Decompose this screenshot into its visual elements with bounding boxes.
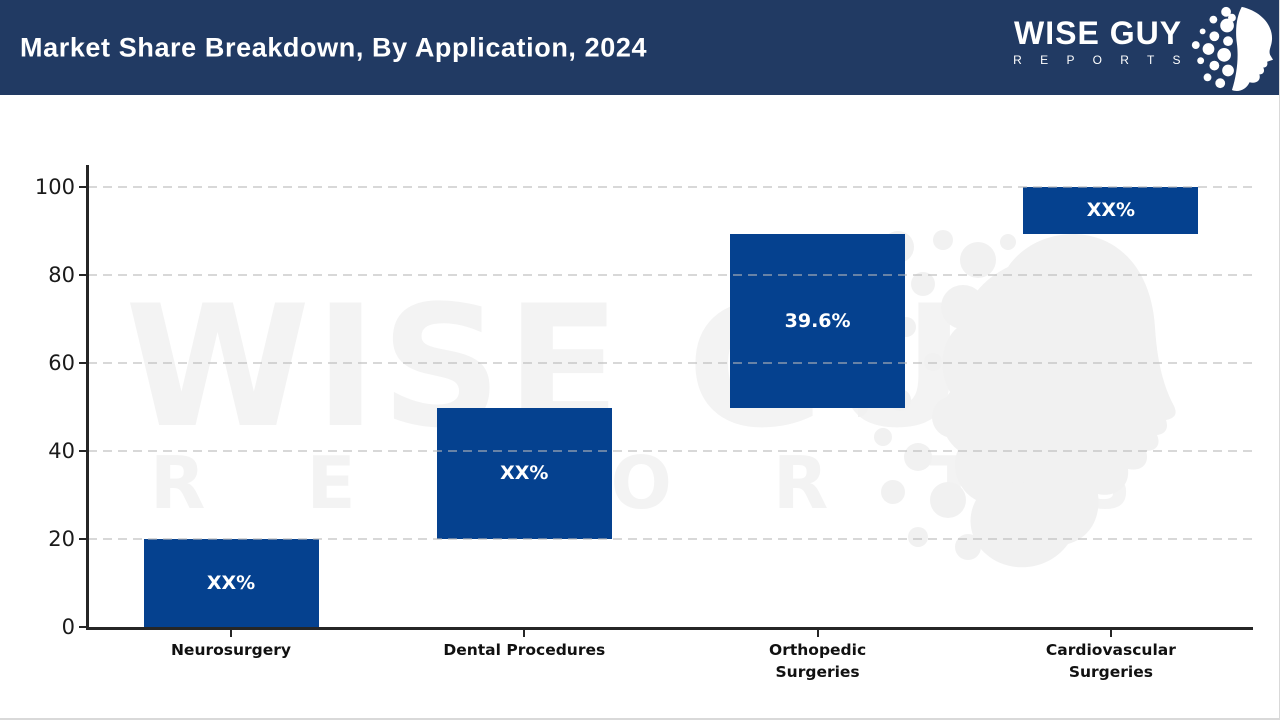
y-axis-tick-40 [79, 450, 86, 452]
x-axis-tick [1109, 629, 1112, 637]
bar-value-label: 39.6% [784, 309, 851, 332]
y-axis-tick-60 [79, 362, 86, 364]
bar-value-label: XX% [500, 462, 549, 485]
y-axis-tick-80 [79, 274, 86, 276]
bar-value-label: XX% [206, 572, 256, 594]
logo-face-icon [1191, 6, 1274, 92]
gridline-80 [88, 274, 1253, 276]
wise-guy-reports-logo: WISE GUY R E P O R T S [1008, 0, 1279, 95]
y-axis-tick-label: 100 [34, 175, 75, 199]
bar-orthopedic-surgeries [730, 233, 906, 408]
x-axis-tick [230, 629, 232, 637]
gridline-60 [88, 362, 1253, 364]
bar-cardiovascular-surgeries [1023, 187, 1199, 234]
header-bar: Market Share Breakdown, By Application, … [0, 0, 1279, 95]
y-axis-tick-label: 0 [61, 615, 75, 639]
x-axis-tick [523, 629, 526, 637]
y-axis-tick-label: 80 [48, 263, 75, 287]
y-axis-tick-100 [79, 186, 86, 188]
y-axis-tick-label: 40 [48, 439, 75, 463]
y-axis-tick-0 [79, 626, 86, 628]
x-axis-tick [816, 629, 819, 637]
y-axis-line [86, 165, 89, 629]
gridline-100 [88, 186, 1253, 188]
gridline-20 [88, 538, 1253, 540]
x-axis-category-label: Neurosurgery [170, 641, 292, 659]
gridline-40 [88, 450, 1253, 452]
x-axis-line [86, 627, 1253, 630]
x-axis-category-label: Dental Procedures [443, 641, 606, 659]
logo-subtext: R E P O R T S [1013, 53, 1188, 67]
bar-dental-procedures [436, 407, 612, 539]
x-axis-category-label: Cardiovascular Surgeries [1045, 641, 1176, 681]
x-axis-category-label: Orthopedic Surgeries [769, 641, 867, 681]
y-axis-tick-label: 60 [48, 351, 75, 375]
bar-value-label: XX% [1086, 199, 1136, 222]
logo-wordmark: WISE GUY [1014, 15, 1183, 51]
y-axis-tick-20 [79, 538, 86, 540]
page-title: Market Share Breakdown, By Application, … [20, 32, 648, 62]
logo-text: WISE GUY R E P O R T S [1008, 17, 1188, 67]
bar-neurosurgery [143, 539, 319, 627]
y-axis-tick-label: 20 [48, 527, 75, 551]
